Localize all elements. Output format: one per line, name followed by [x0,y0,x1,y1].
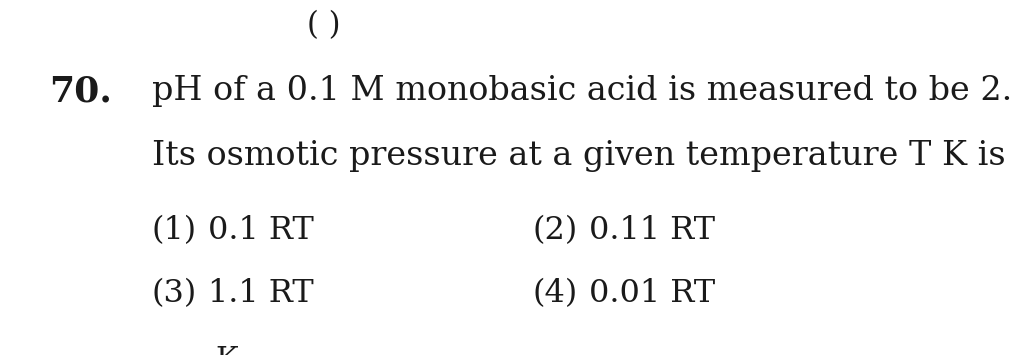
Text: (4): (4) [532,278,578,309]
Text: Its osmotic pressure at a given temperature T K is: Its osmotic pressure at a given temperat… [152,140,1006,172]
Text: K: K [215,345,238,355]
Text: 0.11 RT: 0.11 RT [589,215,715,246]
Text: 1.1 RT: 1.1 RT [208,278,313,309]
Text: (2): (2) [532,215,578,246]
Text: pH of a 0.1 M monobasic acid is measured to be 2.: pH of a 0.1 M monobasic acid is measured… [152,75,1012,107]
Text: (1): (1) [152,215,197,246]
Text: 0.01 RT: 0.01 RT [589,278,715,309]
Text: 70.: 70. [49,75,112,109]
Text: ( ): ( ) [307,10,341,41]
Text: 0.1 RT: 0.1 RT [208,215,313,246]
Text: (3): (3) [152,278,197,309]
